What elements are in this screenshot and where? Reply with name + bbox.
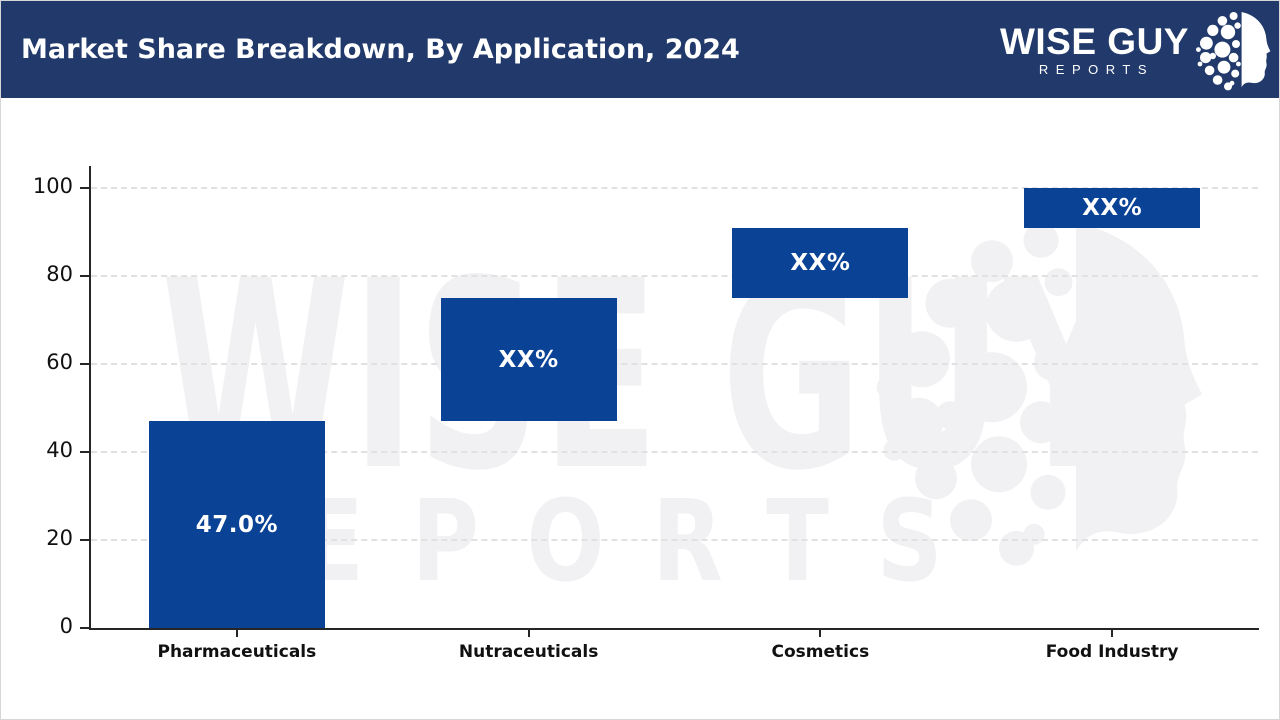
x-axis-label-cosmetics: Cosmetics: [771, 642, 870, 662]
x-tick-cosmetics: [819, 630, 822, 637]
bar-food-industry: XX%: [1024, 188, 1201, 228]
x-axis-label-food-industry: Food Industry: [1045, 642, 1179, 662]
wise-guy-logo: WISE GUY REPORTS: [1000, 6, 1273, 94]
x-tick-food-industry: [1111, 630, 1114, 637]
x-axis: [89, 628, 1259, 630]
y-tick-80: [80, 275, 89, 277]
bar-nutraceuticals: XX%: [440, 298, 617, 422]
gridline-100: [91, 187, 1258, 189]
y-axis: [89, 166, 91, 630]
header-bar: Market Share Breakdown, By Application, …: [1, 1, 1279, 98]
x-tick-pharmaceuticals: [235, 630, 238, 637]
gridline-20: [91, 539, 1258, 541]
y-tick-label-100: 100: [32, 174, 73, 198]
bar-pharmaceuticals: 47.0%: [148, 421, 325, 628]
logo-wordmark: WISE GUY: [999, 21, 1189, 63]
y-tick-label-40: 40: [46, 438, 73, 462]
bar-value-label-nutraceuticals: XX%: [498, 346, 559, 373]
logo-head-icon: [1196, 12, 1271, 91]
bar-value-label-food-industry: XX%: [1082, 194, 1143, 221]
gridline-80: [91, 275, 1258, 277]
bar-value-label-cosmetics: XX%: [790, 249, 851, 276]
logo-text: WISE GUY REPORTS: [999, 21, 1189, 77]
y-tick-40: [80, 451, 89, 453]
y-tick-20: [80, 539, 89, 541]
y-tick-label-20: 20: [46, 526, 73, 550]
y-tick-60: [80, 363, 89, 365]
x-axis-label-nutraceuticals: Nutraceuticals: [458, 642, 599, 662]
x-axis-label-pharmaceuticals: Pharmaceuticals: [157, 642, 317, 662]
y-tick-label-0: 0: [59, 614, 73, 638]
y-tick-label-60: 60: [46, 350, 73, 374]
y-tick-0: [80, 627, 89, 629]
gridline-40: [91, 451, 1258, 453]
gridline-60: [91, 363, 1258, 365]
logo-subtext: REPORTS: [1038, 61, 1155, 77]
y-tick-label-80: 80: [46, 262, 73, 286]
x-tick-nutraceuticals: [527, 630, 530, 637]
bar-cosmetics: XX%: [732, 227, 909, 298]
y-tick-100: [80, 187, 89, 189]
page-title: Market Share Breakdown, By Application, …: [21, 34, 740, 65]
bar-value-label-pharmaceuticals: 47.0%: [195, 511, 279, 538]
